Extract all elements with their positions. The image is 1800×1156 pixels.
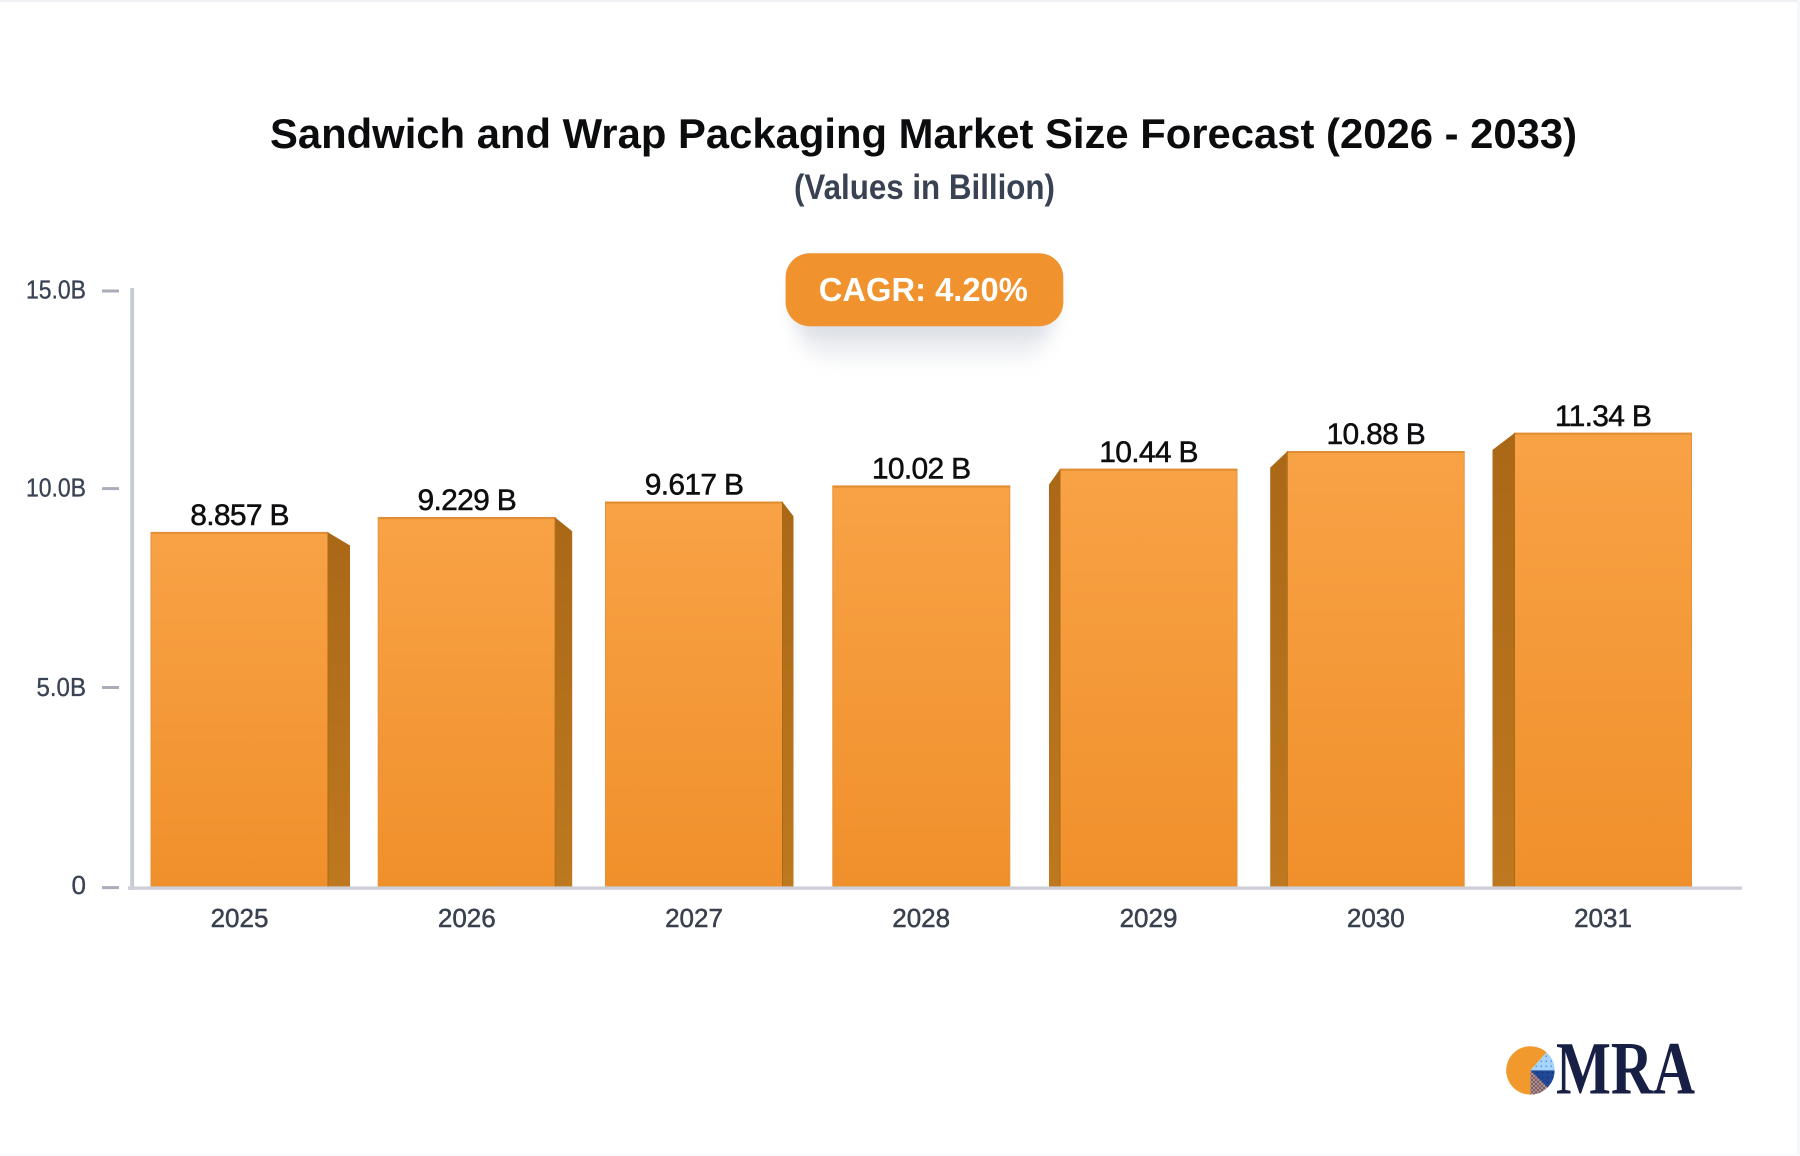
- svg-text:2030: 2030: [1347, 903, 1405, 933]
- svg-text:2025: 2025: [211, 903, 269, 933]
- svg-text:2028: 2028: [892, 903, 950, 933]
- svg-text:CAGR: 4.20%: CAGR: 4.20%: [819, 271, 1028, 308]
- svg-text:2031: 2031: [1574, 903, 1632, 933]
- svg-text:MRA: MRA: [1556, 1028, 1695, 1111]
- svg-text:9.229 B: 9.229 B: [418, 484, 517, 517]
- svg-text:8.857 B: 8.857 B: [190, 499, 289, 532]
- svg-text:9.617 B: 9.617 B: [645, 469, 744, 502]
- svg-text:11.34 B: 11.34 B: [1555, 400, 1651, 433]
- svg-text:2026: 2026: [438, 903, 496, 933]
- svg-text:5.0B: 5.0B: [37, 672, 87, 702]
- svg-text:(Values in Billion): (Values in Billion): [794, 168, 1055, 207]
- svg-text:10.0B: 10.0B: [26, 473, 86, 503]
- svg-text:Sandwich and Wrap Packaging Ma: Sandwich and Wrap Packaging Market Size …: [270, 110, 1577, 157]
- svg-text:2029: 2029: [1120, 903, 1178, 933]
- svg-text:2027: 2027: [665, 903, 723, 933]
- svg-text:10.44 B: 10.44 B: [1099, 436, 1198, 469]
- svg-text:0: 0: [72, 870, 86, 900]
- svg-text:10.88 B: 10.88 B: [1327, 418, 1426, 451]
- svg-text:10.02 B: 10.02 B: [872, 453, 971, 486]
- svg-text:15.0B: 15.0B: [26, 274, 86, 304]
